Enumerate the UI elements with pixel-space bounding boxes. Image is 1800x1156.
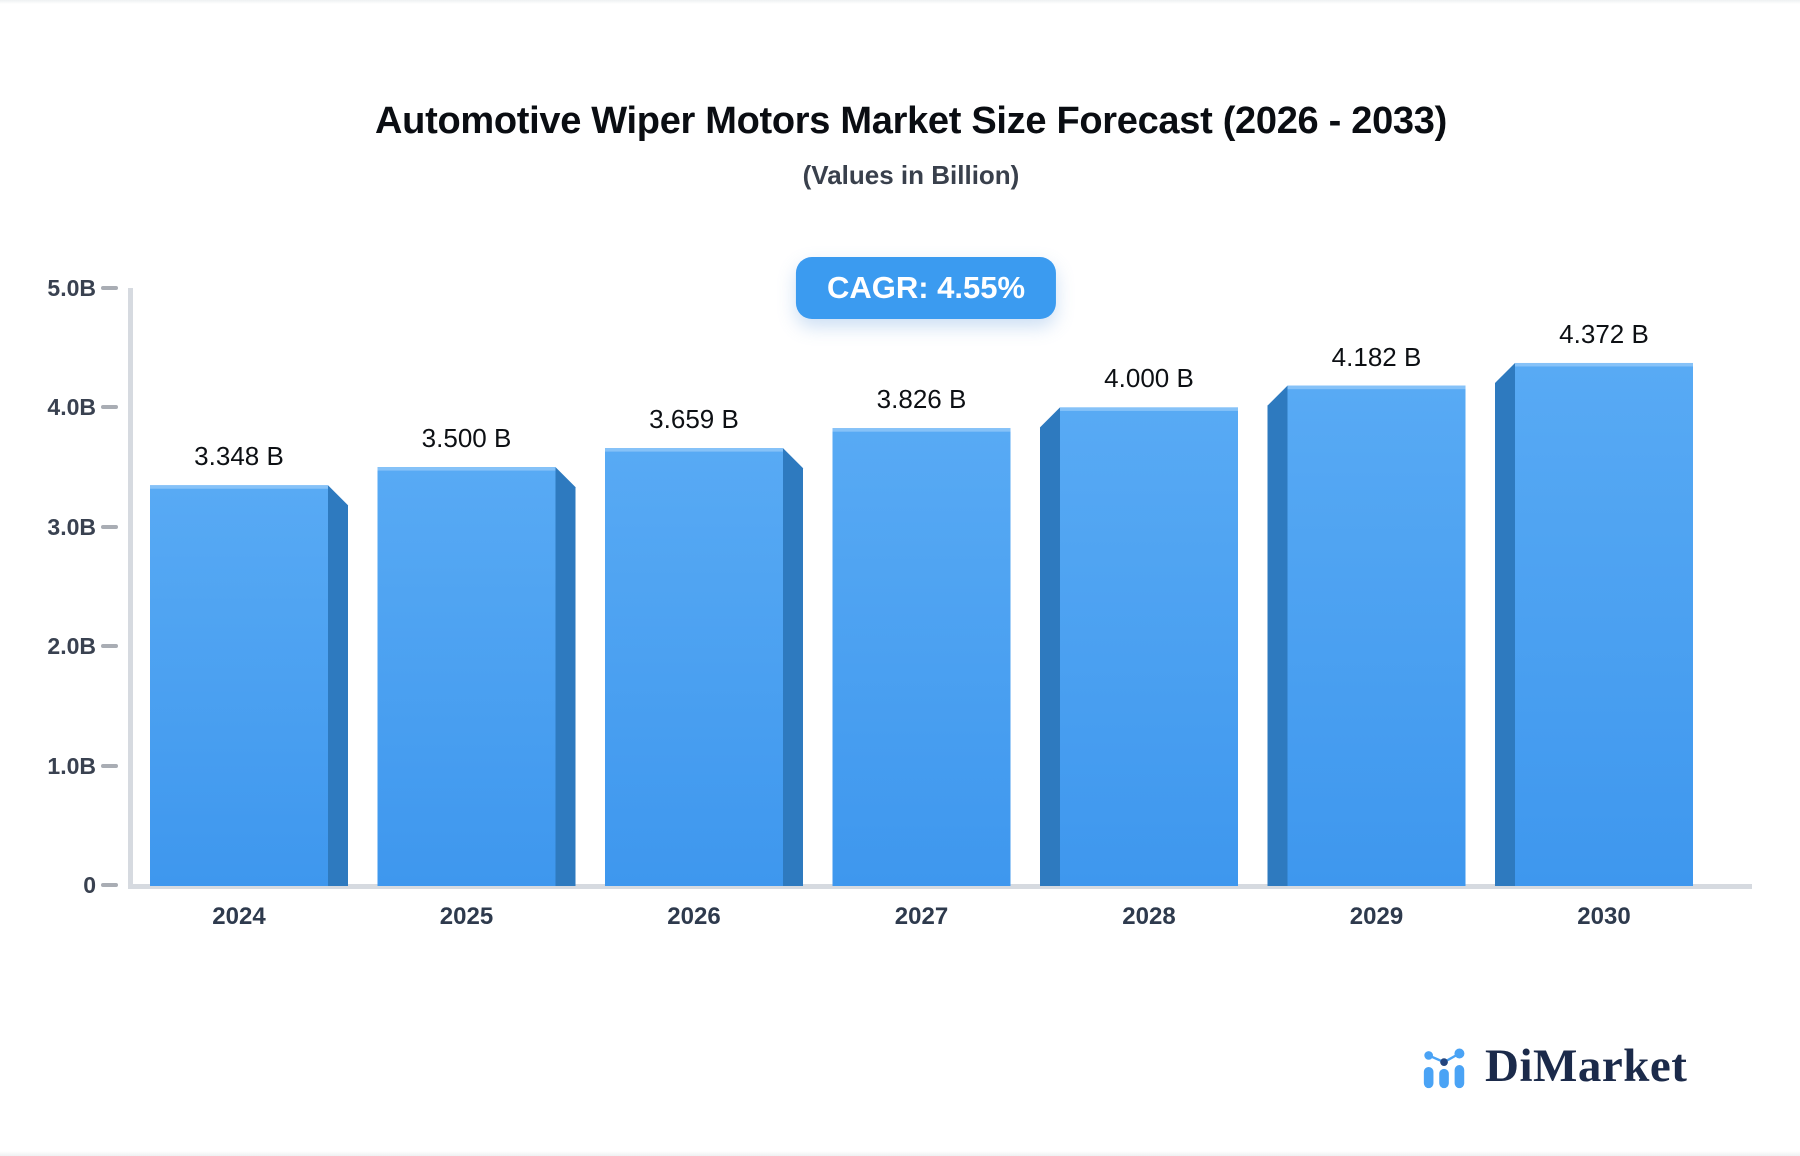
y-tick-mark xyxy=(101,405,118,410)
bar-top-edge xyxy=(1287,385,1466,390)
cagr-label: CAGR: 4.55% xyxy=(826,270,1026,305)
y-tick-mark xyxy=(101,524,118,529)
y-tick-label-4.0B: 4.0B xyxy=(47,394,96,421)
bar-2026[interactable] xyxy=(605,448,803,886)
y-tick-label-0: 0 xyxy=(83,872,96,898)
dimarket-logo: DiMarket xyxy=(1420,1040,1687,1092)
y-tick-label-1.0B: 1.0B xyxy=(47,752,96,779)
y-tick-mark xyxy=(101,644,118,649)
bar-2029[interactable] xyxy=(1267,385,1466,886)
bar-side-face xyxy=(328,485,348,886)
bar-front-face xyxy=(605,448,783,886)
y-axis-line xyxy=(128,288,133,886)
value-label-2026: 3.659 B xyxy=(649,404,739,435)
y-tick-label-3.0B: 3.0B xyxy=(47,513,96,540)
bar-front-face xyxy=(1060,407,1238,886)
value-label-2028: 4.000 B xyxy=(1104,363,1194,394)
bar-front-face xyxy=(150,485,328,886)
x-axis-baseline xyxy=(128,884,1752,889)
bar-2025[interactable] xyxy=(377,467,576,886)
bar-2027[interactable] xyxy=(832,428,1011,886)
bar-top-edge xyxy=(1060,407,1238,411)
x-label-2026: 2026 xyxy=(667,903,721,930)
y-tick-mark xyxy=(101,286,118,290)
value-label-2024: 3.348 B xyxy=(194,441,284,472)
bar-top-edge xyxy=(377,467,556,471)
bar-side-face xyxy=(783,448,803,886)
x-label-2024: 2024 xyxy=(212,903,266,930)
chart-subtitle: (Values in Billion) xyxy=(802,160,1020,190)
y-tick-label-2.0B: 2.0B xyxy=(47,633,96,660)
logo-text: DiMarket xyxy=(1485,1040,1688,1092)
x-label-2025: 2025 xyxy=(439,903,494,930)
bar-top-edge xyxy=(1515,362,1693,367)
y-tick-label-5.0B: 5.0B xyxy=(47,275,96,301)
bar-top-edge xyxy=(832,428,1011,432)
bar-front-face xyxy=(832,428,1011,886)
bar-2030[interactable] xyxy=(1495,362,1693,887)
cagr-badge: CAGR: 4.55% xyxy=(795,257,1057,319)
x-label-2030: 2030 xyxy=(1577,903,1631,930)
bar-2024[interactable] xyxy=(150,485,348,886)
bar-side-face xyxy=(555,467,576,886)
x-label-2028: 2028 xyxy=(1122,903,1176,930)
bar-2028[interactable] xyxy=(1040,407,1238,886)
bar-top-edge xyxy=(605,448,783,452)
bar-front-face xyxy=(377,467,556,886)
logo-bar-chart-icon xyxy=(1423,1048,1465,1089)
bar-side-face xyxy=(1495,362,1515,887)
bar-front-face xyxy=(1287,385,1466,886)
value-label-2027: 3.826 B xyxy=(876,384,967,415)
x-label-2027: 2027 xyxy=(894,903,949,930)
y-tick-mark xyxy=(101,763,118,768)
bar-top-edge xyxy=(150,485,328,489)
bar-front-face xyxy=(1515,362,1693,887)
y-tick-mark xyxy=(101,883,118,887)
value-label-2025: 3.500 B xyxy=(421,423,512,454)
value-label-2029: 4.182 B xyxy=(1331,341,1422,372)
value-label-2030: 4.372 B xyxy=(1559,318,1649,349)
bar-side-face xyxy=(1267,385,1288,886)
x-label-2029: 2029 xyxy=(1349,903,1404,930)
bar-side-face xyxy=(1040,407,1060,886)
chart-title: Automotive Wiper Motors Market Size Fore… xyxy=(375,100,1447,142)
